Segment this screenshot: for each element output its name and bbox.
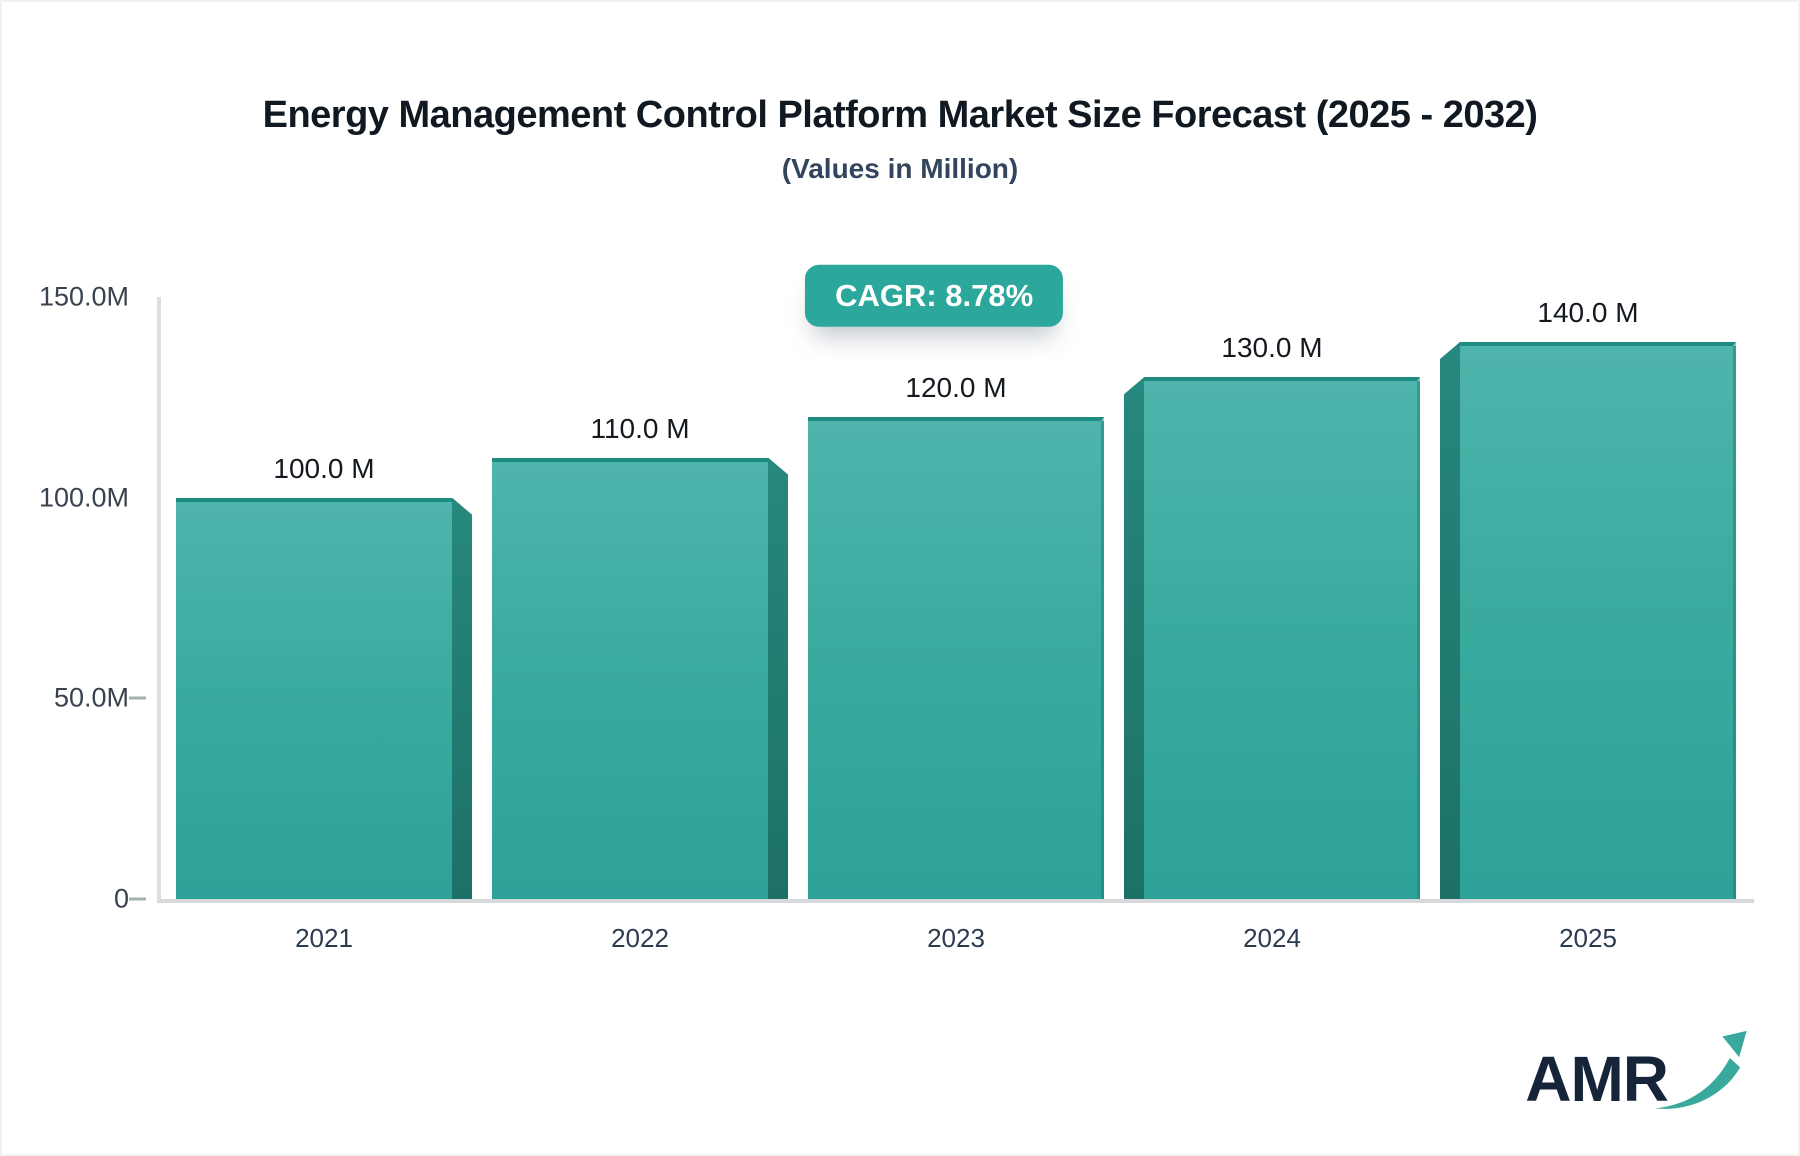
bar-group-2023: 120.0 M 2023 xyxy=(808,297,1104,953)
bar-group-2024: 130.0 M 2024 xyxy=(1124,297,1420,953)
bar-3d-side xyxy=(1124,377,1144,899)
y-axis-tick-mark xyxy=(129,696,146,700)
bar-value-label: 120.0 M xyxy=(905,372,1007,404)
bar xyxy=(176,497,472,899)
growth-arrow-icon xyxy=(1655,1030,1747,1109)
bar-value-label: 130.0 M xyxy=(1221,332,1323,364)
bar-value-label: 140.0 M xyxy=(1537,297,1639,328)
bar-value-label: 100.0 M xyxy=(273,452,375,484)
cagr-badge: CAGR: 8.78% xyxy=(805,264,1064,327)
y-axis-tick-label: 0 xyxy=(113,883,129,914)
amr-logo: AMR xyxy=(1525,1030,1752,1116)
chart-subtitle: (Values in Million) xyxy=(781,153,1019,184)
amr-logo-text: AMR xyxy=(1525,1043,1669,1115)
y-axis-tick-mark xyxy=(129,897,146,901)
bar xyxy=(492,457,788,899)
y-axis-tick-label: 150.0M xyxy=(38,281,129,312)
chart-area: CAGR: 8.78% 100.0 M 2021 110.0 M 2022 120.0 … xyxy=(39,264,1754,997)
bar xyxy=(1440,342,1736,899)
bar-face xyxy=(1460,342,1736,899)
bar-3d-side xyxy=(768,457,788,899)
x-axis-label: 2024 xyxy=(1243,923,1301,953)
bar-face xyxy=(1144,377,1420,899)
x-axis-label: 2021 xyxy=(295,923,353,953)
bar-3d-side xyxy=(452,497,472,899)
bar-face xyxy=(808,417,1104,899)
bar xyxy=(808,417,1104,899)
chart-title: Energy Management Control Platform Marke… xyxy=(262,94,1538,136)
y-axis-tick-label: 100.0M xyxy=(38,482,129,513)
x-axis-label: 2023 xyxy=(927,923,985,953)
bar-group-2022: 110.0 M 2022 xyxy=(492,297,788,953)
bar xyxy=(1124,377,1420,899)
bar-group-2021: 100.0 M 2021 xyxy=(176,297,472,953)
y-axis-tick-label: 50.0M xyxy=(53,682,129,713)
bar-face xyxy=(176,497,452,899)
bars-row: 100.0 M 2021 110.0 M 2022 120.0 M 2023 130.0 M… xyxy=(161,297,1754,953)
bar-face xyxy=(492,457,768,899)
bar-group-2025: 140.0 M 2025 xyxy=(1440,297,1736,953)
plot-area: 100.0 M 2021 110.0 M 2022 120.0 M 2023 130.0 M… xyxy=(39,282,1754,953)
bar-3d-side xyxy=(1440,342,1460,899)
x-axis-label: 2022 xyxy=(611,923,669,953)
bar-value-label: 110.0 M xyxy=(590,412,690,444)
x-axis-label: 2025 xyxy=(1559,923,1617,953)
